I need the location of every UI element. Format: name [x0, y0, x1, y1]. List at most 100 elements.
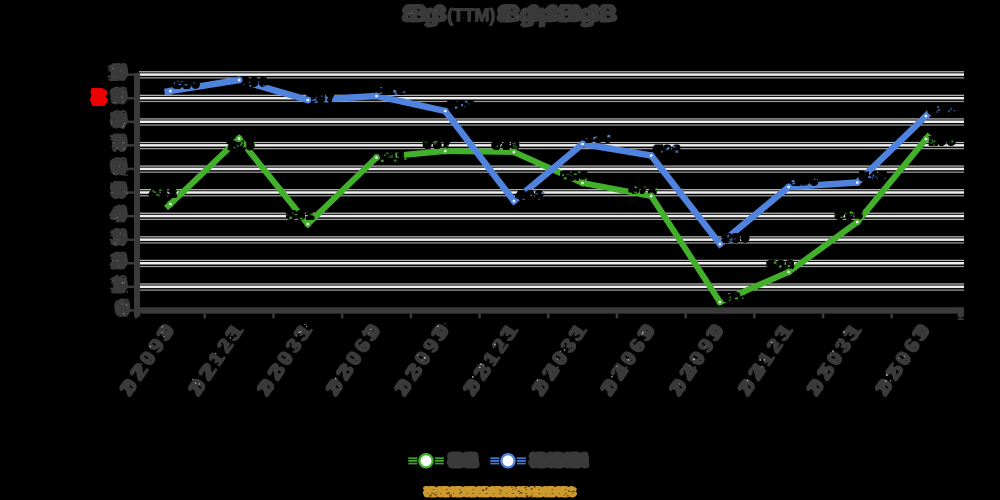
svg-text:8B8: 8B8 — [91, 84, 108, 110]
svg-text:30: 30 — [111, 227, 127, 247]
svg-text:20: 20 — [113, 252, 129, 272]
svg-text:8Bg8: 8Bg8 — [401, 2, 444, 28]
svg-text:89.57: 89.57 — [307, 93, 333, 105]
svg-text:80: 80 — [109, 109, 125, 129]
svg-text:90: 90 — [111, 86, 127, 106]
svg-text:8Bg8p8B8g8B: 8Bg8p8B8g8B — [497, 0, 616, 26]
svg-text:10: 10 — [109, 274, 125, 294]
svg-text:89.57: 89.57 — [308, 93, 334, 105]
svg-text:8B8: 8B8 — [91, 85, 108, 111]
svg-text:65.96: 65.96 — [653, 144, 679, 156]
svg-text:8B8B: 8B8B — [447, 451, 480, 471]
svg-text:70: 70 — [110, 135, 126, 155]
svg-text:100: 100 — [109, 60, 128, 80]
svg-text:60: 60 — [109, 156, 125, 176]
svg-text:8Bg8p8B8g8B: 8Bg8p8B8g8B — [498, 0, 617, 25]
svg-text:8Bg8p8B8g8B: 8Bg8p8B8g8B — [499, 1, 618, 27]
svg-text:67.45: 67.45 — [492, 140, 518, 152]
svg-text:80: 80 — [111, 112, 127, 132]
svg-text:90: 90 — [109, 85, 125, 105]
svg-text:8B8B: 8B8B — [447, 449, 480, 469]
svg-text:70: 70 — [111, 136, 127, 156]
svg-text:30: 30 — [109, 226, 125, 246]
svg-text:72.98: 72.98 — [929, 136, 955, 148]
svg-text:10: 10 — [111, 274, 127, 294]
svg-text:36.81: 36.81 — [287, 210, 313, 222]
svg-text:8B8B8B8B8B8B8B8B8B8B8B8: 8B8B8B8B8B8B8B8B8B8B8B8 — [422, 483, 575, 499]
svg-text:8B8B8B8B8B8B8B8B8B8B8B8: 8B8B8B8B8B8B8B8B8B8B8B8 — [424, 484, 577, 500]
svg-text:00: 00 — [117, 296, 131, 316]
svg-text:91.28: 91.28 — [379, 85, 405, 97]
svg-text:82.77: 82.77 — [929, 105, 955, 117]
svg-text:40: 40 — [111, 204, 127, 224]
svg-text:28.30: 28.30 — [723, 233, 749, 245]
svg-text:40: 40 — [111, 207, 127, 227]
svg-text:73.19: 73.19 — [228, 141, 254, 153]
svg-text:91.28: 91.28 — [379, 85, 405, 97]
svg-text:50: 50 — [111, 183, 127, 203]
svg-text:37.66: 37.66 — [837, 210, 863, 222]
svg-text:45.32: 45.32 — [151, 188, 177, 200]
svg-text:(TTM): (TTM) — [448, 5, 496, 25]
svg-text:90: 90 — [113, 87, 129, 107]
svg-text:8B8B8B8: 8B8B8B8 — [528, 450, 589, 470]
svg-text:100: 100 — [108, 62, 127, 82]
svg-text:82.77: 82.77 — [929, 105, 955, 117]
svg-text:8Bg8p8B8g8B: 8Bg8p8B8g8B — [499, 1, 618, 27]
svg-text:16.38: 16.38 — [767, 260, 793, 272]
svg-text:8Bg8p8B8g8B: 8Bg8p8B8g8B — [496, 2, 615, 28]
svg-text:67.87: 67.87 — [423, 139, 449, 151]
svg-text:8B8B8B8: 8B8B8B8 — [529, 453, 590, 473]
svg-text:70.85: 70.85 — [586, 133, 612, 145]
svg-text:00: 00 — [115, 298, 129, 318]
svg-text:60: 60 — [111, 159, 127, 179]
svg-text:8B8B8B8: 8B8B8B8 — [529, 451, 590, 471]
svg-text:80: 80 — [111, 109, 127, 129]
svg-text:50: 50 — [109, 179, 125, 199]
svg-text:100: 100 — [106, 61, 125, 81]
svg-text:20: 20 — [112, 249, 128, 269]
svg-text:8B8B8B8B8B8B8B8B8B8B8B8: 8B8B8B8B8B8B8B8B8B8B8B8 — [423, 483, 576, 499]
svg-text:70.85: 70.85 — [585, 133, 611, 145]
svg-text:100: 100 — [110, 63, 129, 83]
svg-text:30: 30 — [113, 228, 129, 248]
svg-text:60: 60 — [113, 157, 129, 177]
svg-text:100: 100 — [107, 64, 126, 84]
svg-text:54.47: 54.47 — [861, 171, 887, 183]
svg-text:8Bg8: 8Bg8 — [404, 1, 447, 27]
svg-text:54.26: 54.26 — [562, 171, 588, 183]
svg-text:50: 50 — [111, 180, 127, 200]
svg-text:90: 90 — [111, 89, 127, 109]
svg-text:00: 00 — [117, 299, 131, 319]
svg-text:8B8B8B8B8B8B8B8B8B8B8B8: 8B8B8B8B8B8B8B8B8B8B8B8 — [423, 484, 576, 500]
svg-text:10: 10 — [112, 272, 128, 292]
svg-text:82.77: 82.77 — [928, 105, 954, 117]
svg-text:45.32: 45.32 — [150, 188, 176, 200]
svg-text:73.19: 73.19 — [227, 140, 253, 152]
svg-text:50: 50 — [113, 181, 129, 201]
svg-text:70: 70 — [109, 132, 125, 152]
svg-text:10: 10 — [111, 277, 127, 297]
svg-text:80: 80 — [112, 107, 128, 127]
svg-text:8B8: 8B8 — [89, 83, 106, 109]
svg-text:70.85: 70.85 — [585, 133, 611, 145]
svg-text:00: 00 — [114, 297, 128, 317]
svg-text:8Bg8: 8Bg8 — [403, 1, 446, 27]
svg-text:8Bg8p8B8g8B: 8Bg8p8B8g8B — [498, 1, 617, 27]
svg-text:46.60: 46.60 — [516, 190, 542, 202]
svg-text:73.19: 73.19 — [229, 140, 255, 152]
svg-text:98.09: 98.09 — [242, 77, 268, 89]
svg-text:90: 90 — [112, 83, 128, 103]
svg-text:54.47: 54.47 — [859, 171, 885, 183]
svg-text:8Bg8: 8Bg8 — [403, 0, 446, 25]
svg-text:70: 70 — [111, 133, 127, 153]
svg-text:20: 20 — [109, 250, 125, 270]
svg-text:40: 40 — [112, 201, 128, 221]
svg-text:70: 70 — [112, 131, 128, 151]
svg-text:45.32: 45.32 — [149, 188, 175, 200]
svg-text:100: 100 — [109, 65, 128, 85]
svg-text:8Bg8: 8Bg8 — [404, 1, 447, 27]
svg-text:80: 80 — [110, 111, 126, 131]
svg-text:60: 60 — [112, 154, 128, 174]
svg-text:(TTM): (TTM) — [447, 6, 495, 26]
